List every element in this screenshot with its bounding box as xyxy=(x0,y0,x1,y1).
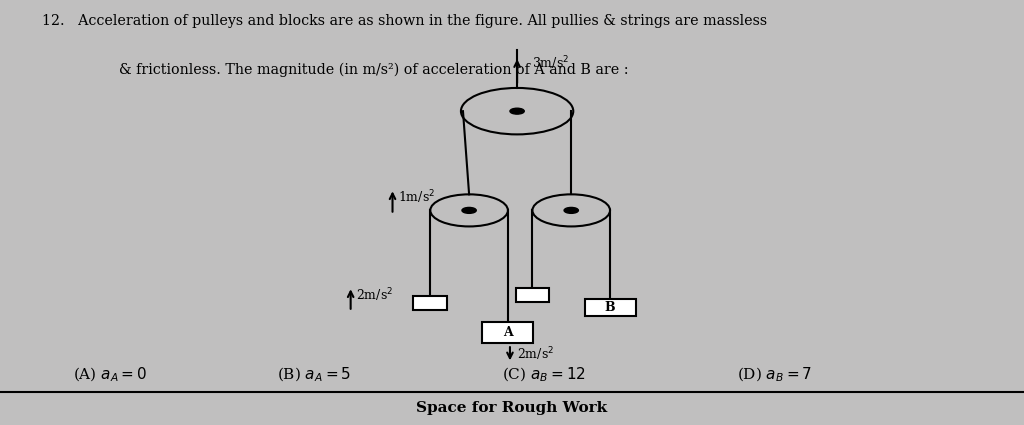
Text: (B) $a_A = 5$: (B) $a_A = 5$ xyxy=(278,366,351,384)
Text: 2m/s$^2$: 2m/s$^2$ xyxy=(355,286,393,304)
Bar xyxy=(482,322,534,343)
Text: 12.   Acceleration of pulleys and blocks are as shown in the figure. All pullies: 12. Acceleration of pulleys and blocks a… xyxy=(42,14,767,28)
Text: 3m/s$^2$: 3m/s$^2$ xyxy=(532,55,569,73)
Bar xyxy=(515,288,549,302)
Circle shape xyxy=(564,207,579,213)
Text: & frictionless. The magnitude (in m/s²) of acceleration of A and B are :: & frictionless. The magnitude (in m/s²) … xyxy=(119,62,629,77)
Circle shape xyxy=(510,108,524,114)
Text: (C) $a_B = 12$: (C) $a_B = 12$ xyxy=(502,366,586,384)
Text: 1m/s$^2$: 1m/s$^2$ xyxy=(397,189,435,207)
Text: (A) $a_A = 0$: (A) $a_A = 0$ xyxy=(73,366,147,384)
Text: (D) $a_B = 7$: (D) $a_B = 7$ xyxy=(736,366,812,384)
Text: A: A xyxy=(503,326,513,339)
Text: B: B xyxy=(605,301,615,314)
Circle shape xyxy=(462,207,476,213)
Bar xyxy=(414,296,447,310)
Text: 2m/s$^2$: 2m/s$^2$ xyxy=(517,345,554,363)
Text: Space for Rough Work: Space for Rough Work xyxy=(417,401,607,414)
Bar xyxy=(585,299,636,316)
